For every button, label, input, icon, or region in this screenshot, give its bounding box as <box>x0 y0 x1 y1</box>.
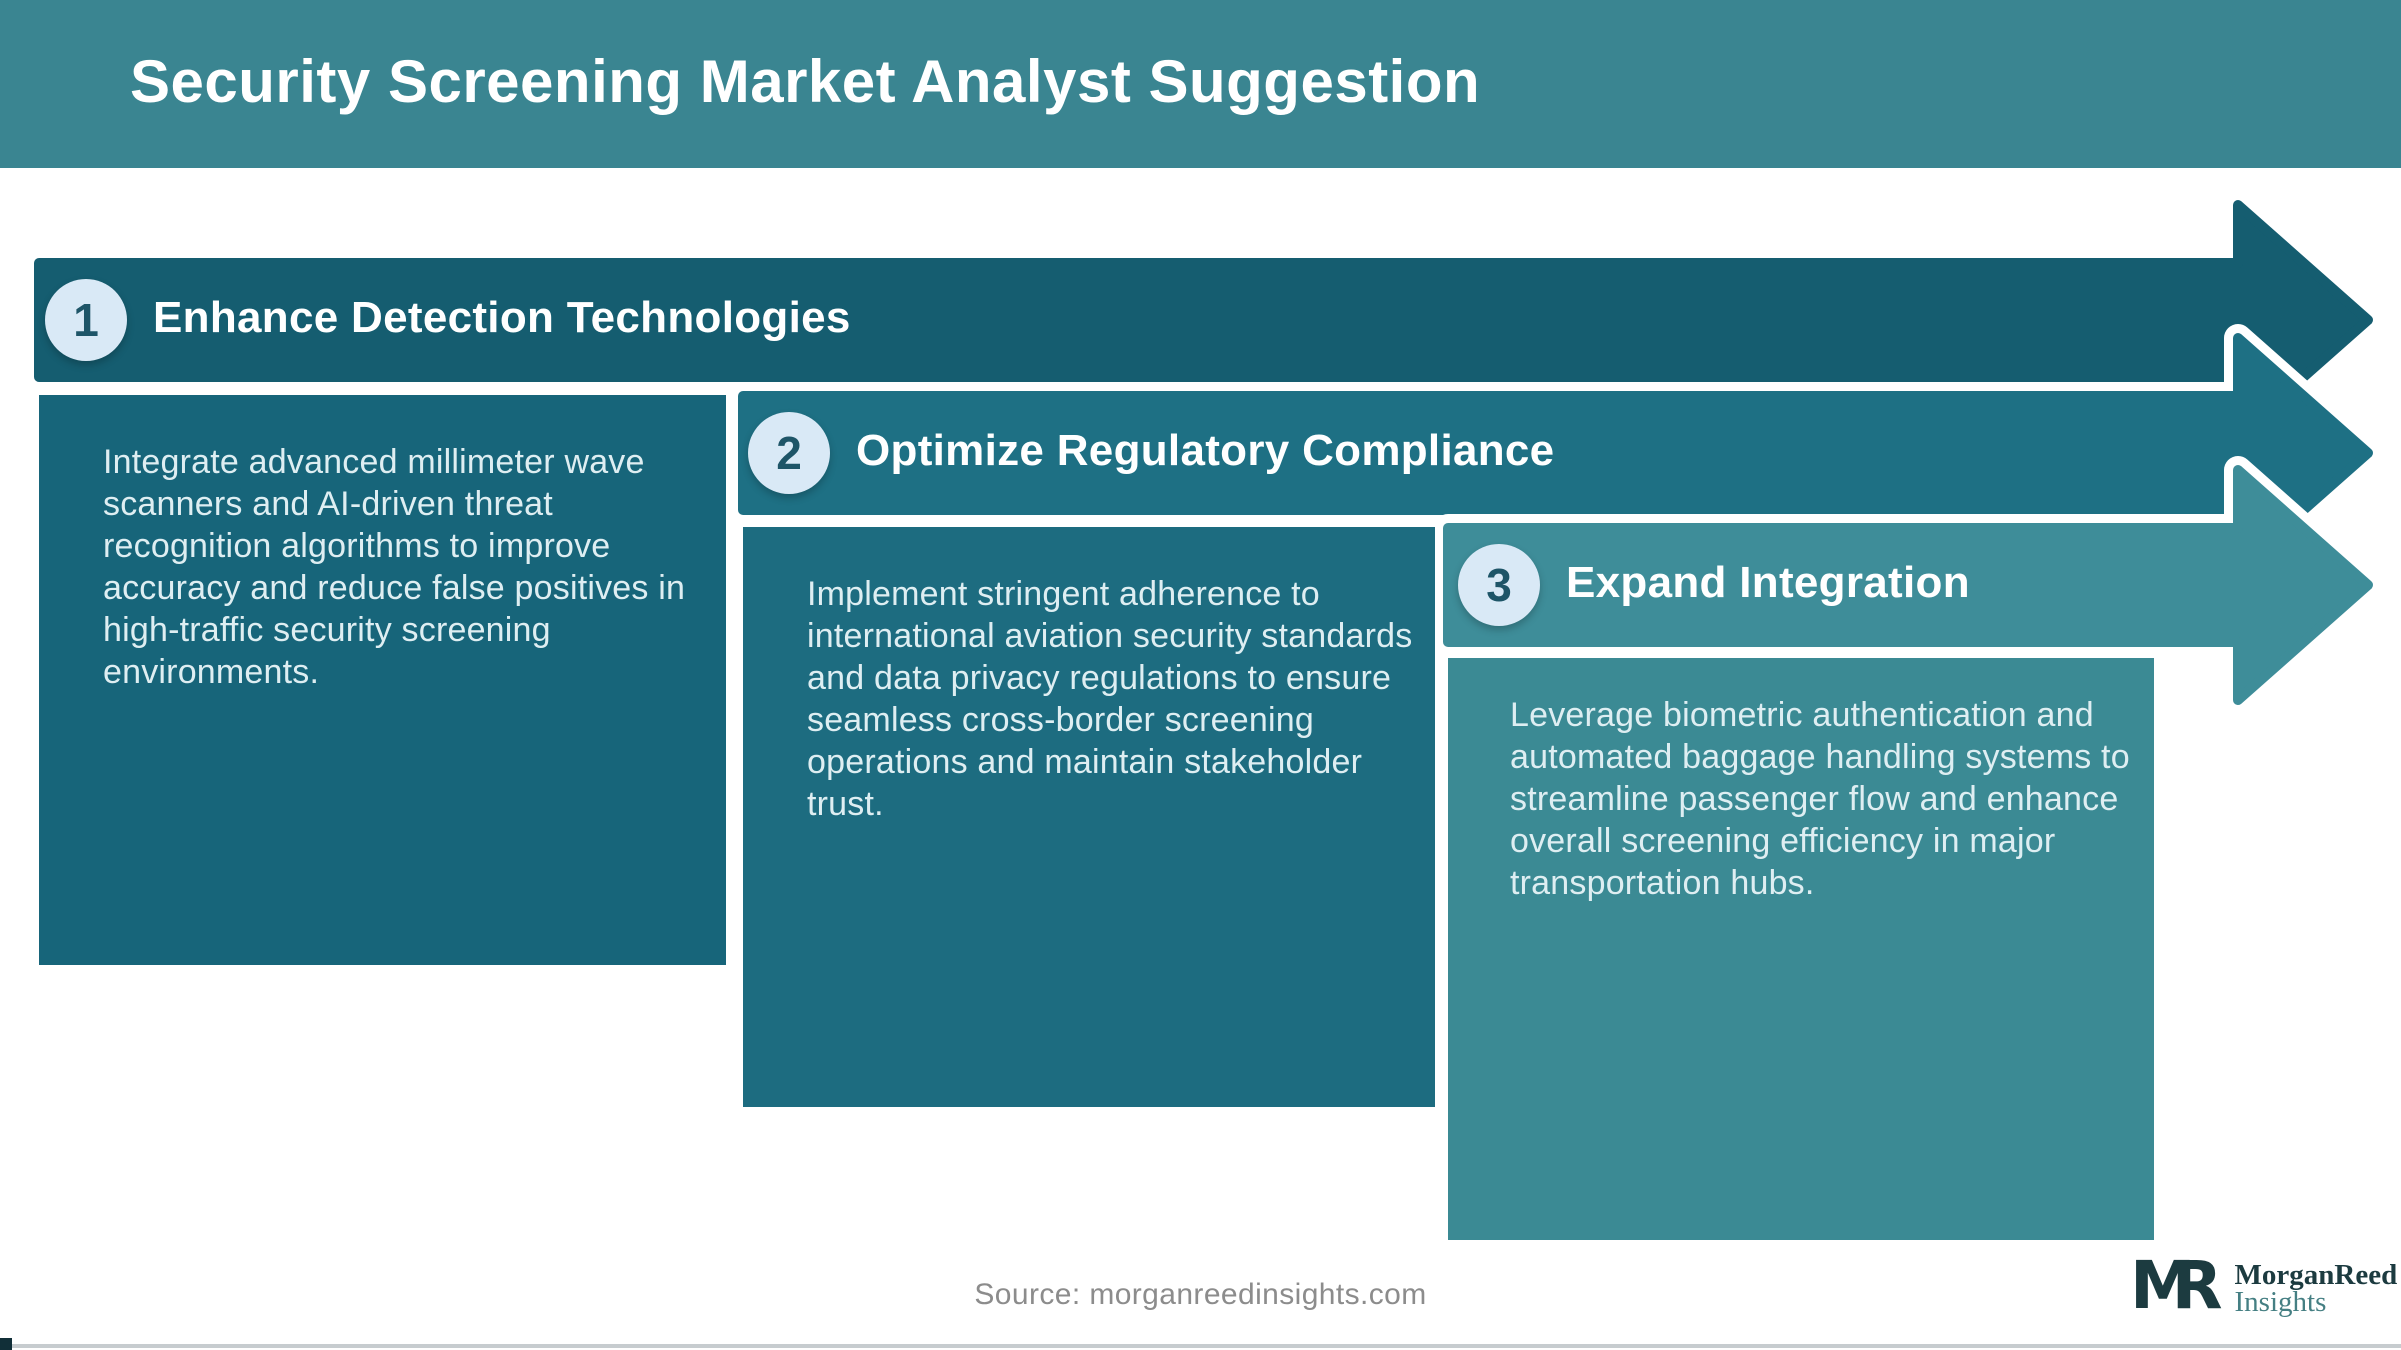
step-3-banner: 3 Expand Integration <box>1458 528 1970 642</box>
logo-brand-name: MorganReed <box>2234 1259 2398 1291</box>
logo-text: MorganReed Insights <box>2234 1259 2398 1318</box>
bottom-left-corner-mark <box>0 1338 12 1350</box>
step-3-number-badge: 3 <box>1458 544 1540 626</box>
step-2-banner: 2 Optimize Regulatory Compliance <box>748 396 1554 510</box>
step-2-description-box: Implement stringent adherence to interna… <box>743 527 1435 1107</box>
step-3-description: Leverage biometric authentication and au… <box>1510 696 2130 902</box>
bottom-border-line <box>0 1344 2401 1348</box>
step-1-description: Integrate advanced millimeter wave scann… <box>103 443 686 691</box>
step-1-title: Enhance Detection Technologies <box>153 293 851 342</box>
page-title: Security Screening Market Analyst Sugges… <box>130 47 1481 115</box>
header-bar: Security Screening Market Analyst Sugges… <box>0 0 2401 168</box>
step-3-description-box: Leverage biometric authentication and au… <box>1448 658 2154 1240</box>
step-2-number-badge: 2 <box>748 412 830 494</box>
source-text: Source: morganreedinsights.com <box>974 1278 1427 1311</box>
arrow-3-shape <box>1434 456 2382 714</box>
step-1-number-badge: 1 <box>45 279 127 361</box>
logo-monogram: MR <box>2130 1253 2223 1319</box>
logo-letter-m: M <box>2130 1247 2196 1324</box>
brand-logo: MR MorganReed Insights <box>2130 1253 2398 1319</box>
logo-letter-r: R <box>2171 1247 2223 1324</box>
step-1-description-box: Integrate advanced millimeter wave scann… <box>39 395 726 965</box>
logo-brand-subtitle: Insights <box>2234 1286 2327 1318</box>
step-1-banner: 1 Enhance Detection Technologies <box>45 263 851 377</box>
step-2-description: Implement stringent adherence to interna… <box>807 575 1413 823</box>
step-2-title: Optimize Regulatory Compliance <box>856 426 1555 475</box>
step-3-title: Expand Integration <box>1566 558 1970 607</box>
